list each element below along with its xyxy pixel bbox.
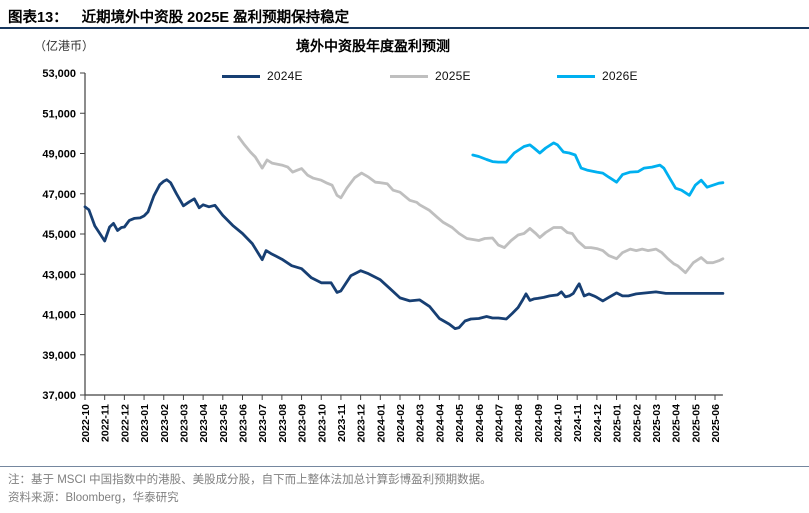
x-tick-label: 2023-12 <box>356 404 368 443</box>
x-tick-label: 2023-06 <box>238 404 250 443</box>
figure-title: 图表13： 近期境外中资股 2025E 盈利预期保持稳定 <box>8 6 349 27</box>
x-tick-label: 2024-01 <box>375 404 387 443</box>
x-tick-label: 2023-02 <box>159 404 171 443</box>
title-underline <box>0 27 809 29</box>
x-tick-label: 2024-10 <box>553 404 565 443</box>
y-tick-label: 49,000 <box>42 149 76 161</box>
x-tick-label: 2023-08 <box>277 404 289 443</box>
chart-legend: 2024E 2025E 2026E <box>0 68 809 84</box>
x-tick-label: 2023-10 <box>316 404 328 443</box>
x-tick-label: 2024-09 <box>533 404 545 443</box>
series-line-2026E <box>471 141 725 197</box>
y-tick-label: 39,000 <box>42 350 76 362</box>
y-tick-label: 47,000 <box>42 189 76 201</box>
x-tick-label: 2022-11 <box>100 404 112 442</box>
legend-label-2024E: 2024E <box>267 69 303 83</box>
figure-title-text: 近期境外中资股 2025E 盈利预期保持稳定 <box>81 10 350 26</box>
series-line-2024E <box>83 178 725 331</box>
legend-swatch-2025E <box>390 74 428 78</box>
legend-swatch-2026E <box>557 74 595 78</box>
source-line: 资料来源：Bloomberg，华泰研究 <box>8 492 179 504</box>
x-tick-label: 2024-05 <box>454 404 466 443</box>
x-tick-label: 2025-05 <box>690 404 702 443</box>
x-tick-label: 2022-12 <box>119 404 131 443</box>
x-tick-label: 2023-01 <box>139 404 151 443</box>
x-tick-label: 2023-11 <box>336 404 348 442</box>
x-tick-label: 2024-06 <box>474 404 486 443</box>
y-tick-label: 45,000 <box>42 229 76 241</box>
footnote: 注：基于 MSCI 中国指数中的港股、美股成分股，自下而上整体法加总计算彭博盈利… <box>8 474 492 486</box>
x-tick-label: 2022-10 <box>80 404 92 443</box>
figure-number: 图表13： <box>8 10 68 26</box>
legend-item-2026E: 2026E <box>557 68 638 84</box>
axis-lines <box>84 73 723 396</box>
legend-item-2024E: 2024E <box>222 68 303 84</box>
x-tick-label: 2023-03 <box>178 404 190 443</box>
footer-separator <box>0 466 809 467</box>
x-tick-label: 2024-02 <box>395 404 407 443</box>
x-tick-label: 2023-05 <box>218 404 230 443</box>
x-tick-label: 2023-09 <box>297 404 309 443</box>
x-tick-label: 2023-04 <box>198 404 210 443</box>
x-tick-label: 2024-04 <box>434 404 446 443</box>
x-tick-label: 2024-12 <box>592 404 604 443</box>
y-tick-label: 41,000 <box>42 310 76 322</box>
x-tick-label: 2025-01 <box>612 404 624 443</box>
y-axis-unit-label: （亿港币） <box>34 39 95 53</box>
legend-item-2025E: 2025E <box>390 68 471 84</box>
x-tick-label: 2025-04 <box>671 404 683 443</box>
x-tick-label: 2024-03 <box>415 404 427 443</box>
x-tick-label: 2023-07 <box>257 404 269 443</box>
x-tick-label: 2024-07 <box>493 404 505 443</box>
x-tick-label: 2024-11 <box>572 404 584 442</box>
legend-label-2026E: 2026E <box>602 69 638 83</box>
legend-swatch-2024E <box>222 74 260 78</box>
line-chart: 37,000 39,000 41,000 43,000 45,000 47,000 49,0… <box>42 68 725 443</box>
y-tick-label: 37,000 <box>42 390 76 402</box>
y-tick-label: 51,000 <box>42 108 76 120</box>
x-tick-label: 2024-08 <box>513 404 525 443</box>
legend-label-2025E: 2025E <box>435 69 471 83</box>
x-tick-label: 2025-02 <box>631 404 643 443</box>
series-line-2025E <box>237 135 725 275</box>
chart-title: 境外中资股年度盈利预测 <box>296 38 450 54</box>
y-tick-label: 53,000 <box>42 68 76 80</box>
y-tick-label: 43,000 <box>42 269 76 281</box>
x-tick-label: 2025-06 <box>710 404 722 443</box>
x-tick-label: 2025-03 <box>651 404 663 443</box>
